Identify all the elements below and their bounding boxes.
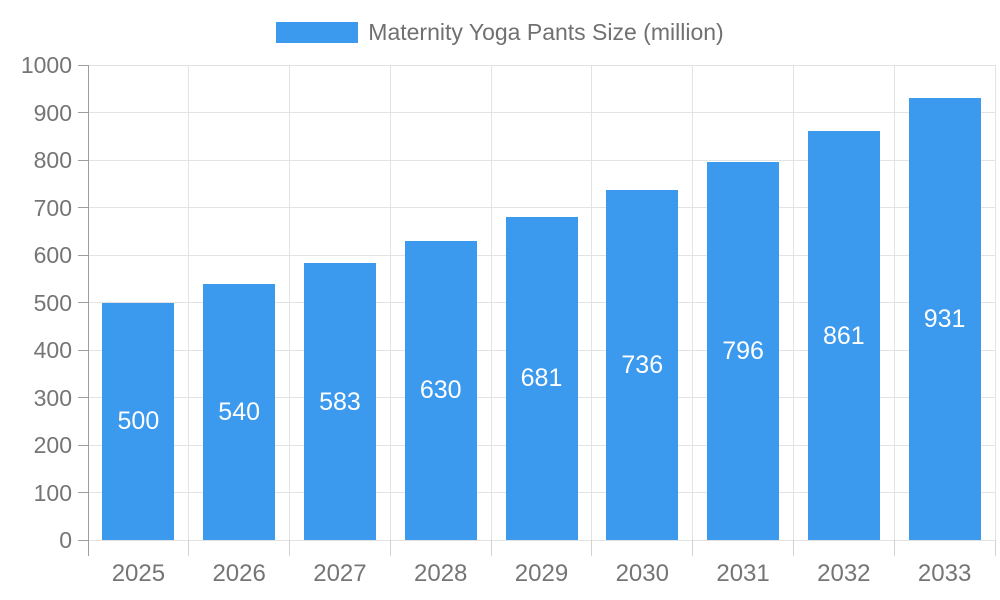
category-boundary-gridline [792,65,794,540]
category-boundary-gridline [188,65,190,540]
y-axis-tick [78,302,88,303]
y-axis-tick [78,539,88,541]
y-axis-tick-label: 300 [33,384,72,411]
y-axis-tick [78,112,88,113]
bar-value-label: 500 [117,407,160,436]
bar-value-label: 583 [319,387,361,416]
category-boundary-gridline [389,65,391,540]
x-axis-label-2027: 2027 [313,560,367,587]
y-axis-tick [78,397,88,398]
y-axis-tick-label: 100 [33,479,72,506]
y-axis-tick [78,444,88,446]
x-axis-label-2033: 2033 [917,560,972,587]
x-axis-tick [591,540,593,556]
category-boundary-gridline [289,65,291,540]
legend-label[interactable]: Maternity Yoga Pants Size (million) [368,18,724,45]
y-axis-tick [78,207,88,208]
x-axis-tick [289,540,291,556]
y-axis-tick-label: 700 [33,194,72,221]
bar-value-label: 630 [419,376,462,405]
y-axis-tick-label: 900 [33,99,72,126]
y-axis-tick [78,254,88,256]
x-axis-tick [490,540,492,556]
category-boundary-gridline [692,65,694,540]
x-axis-tick [893,540,895,556]
bar-2027[interactable] [303,263,376,540]
x-axis-tick [692,540,694,556]
y-axis-tick-label: 800 [33,147,72,173]
y-gridline [88,539,995,541]
x-axis-label-2025: 2025 [111,560,166,587]
bar-2030[interactable] [606,190,679,540]
y-axis-tick-label: 400 [33,337,72,363]
y-axis-tick [78,349,88,351]
y-axis-line [87,65,89,540]
y-axis-tick-label: 1000 [20,52,72,78]
y-axis-tick-label: 600 [33,242,72,268]
y-axis-tick [78,64,88,66]
y-axis-tick-label: 200 [33,432,72,458]
bar-value-label: 861 [822,321,865,350]
bar-2025[interactable] [102,302,175,540]
bar-2028[interactable] [404,240,477,540]
x-axis-label-2028: 2028 [414,560,468,587]
bar-value-label: 681 [520,364,563,393]
y-gridline [88,159,995,161]
x-axis-label-2026: 2026 [212,560,266,587]
bar-value-label: 736 [621,351,664,380]
x-axis-tick [389,540,391,556]
x-axis-tick [188,540,190,556]
x-axis-label-2031: 2031 [716,560,770,587]
x-axis-tick [792,540,794,556]
bar-2033[interactable] [908,97,981,540]
bar-2031[interactable] [707,161,780,540]
y-axis-tick-label: 500 [33,289,72,316]
category-boundary-gridline [994,65,996,540]
bar-2029[interactable] [505,216,578,540]
bar-2032[interactable] [807,131,880,540]
y-gridline [88,112,995,113]
x-axis-label-2030: 2030 [615,560,669,587]
bar-value-label: 540 [218,397,261,426]
bar-value-label: 931 [923,304,966,333]
y-axis-tick [78,159,88,161]
category-boundary-gridline [893,65,895,540]
category-boundary-gridline [591,65,593,540]
y-gridline [88,64,995,66]
bar-2026[interactable] [203,283,276,540]
legend[interactable]: Maternity Yoga Pants Size (million) [0,17,1000,47]
x-axis-tick [994,540,996,556]
y-gridline [88,207,995,208]
bar-value-label: 796 [722,336,764,365]
x-axis-label-2029: 2029 [514,560,569,587]
x-axis-tick [87,540,89,556]
y-axis-tick-label: 0 [59,527,72,553]
y-axis-tick [78,492,88,493]
x-axis-label-2032: 2032 [817,560,871,587]
legend-swatch-icon[interactable] [276,21,359,43]
category-boundary-gridline [490,65,492,540]
